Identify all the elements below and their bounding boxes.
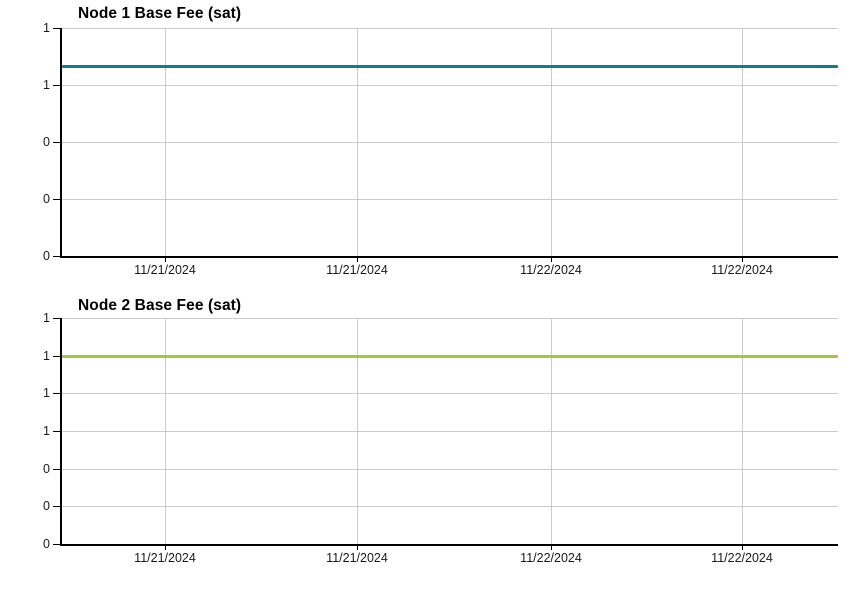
y-tick-label: 1 bbox=[43, 78, 50, 92]
y-axis-tick bbox=[53, 469, 60, 470]
x-tick-label: 11/21/2024 bbox=[134, 551, 196, 565]
y-tick-label: 0 bbox=[43, 462, 50, 476]
y-tick-label: 0 bbox=[43, 135, 50, 149]
plot-area-node2: 1 1 1 1 0 0 0 11/21/2024 11/21/2024 11/22/2024 11/… bbox=[43, 311, 838, 565]
x-tick-label: 11/21/2024 bbox=[134, 263, 196, 277]
gridline-horizontal bbox=[62, 431, 838, 432]
y-axis-tick bbox=[53, 85, 60, 86]
y-tick-label: 0 bbox=[43, 537, 50, 551]
y-tick-label: 0 bbox=[43, 192, 50, 206]
y-axis-tick bbox=[53, 393, 60, 394]
gridline-horizontal bbox=[62, 85, 838, 86]
x-axis-tick bbox=[551, 544, 552, 550]
gridline-horizontal bbox=[62, 469, 838, 470]
x-axis-tick bbox=[165, 544, 166, 550]
y-axis-tick bbox=[53, 356, 60, 357]
y-tick-label: 1 bbox=[43, 386, 50, 400]
x-axis-tick bbox=[357, 256, 358, 262]
x-tick-label: 11/22/2024 bbox=[711, 263, 773, 277]
gridline-vertical bbox=[551, 28, 552, 256]
gridline-vertical bbox=[742, 318, 743, 544]
x-axis-tick bbox=[742, 256, 743, 262]
y-tick-label: 1 bbox=[43, 349, 50, 363]
gridline-horizontal bbox=[62, 199, 838, 200]
y-axis-tick bbox=[53, 431, 60, 432]
y-axis-tick bbox=[53, 256, 60, 257]
gridline-vertical bbox=[357, 318, 358, 544]
gridline-vertical bbox=[165, 318, 166, 544]
y-axis-tick bbox=[53, 506, 60, 507]
x-tick-label: 11/21/2024 bbox=[326, 263, 388, 277]
gridline-vertical bbox=[551, 318, 552, 544]
y-axis-tick bbox=[53, 318, 60, 319]
series-line-node2 bbox=[62, 355, 838, 358]
x-tick-label: 11/22/2024 bbox=[520, 263, 582, 277]
y-axis-tick bbox=[53, 28, 60, 29]
y-tick-label: 1 bbox=[43, 21, 50, 35]
gridline-horizontal bbox=[62, 393, 838, 394]
gridline-horizontal bbox=[62, 142, 838, 143]
chart-title-node1: Node 1 Base Fee (sat) bbox=[78, 5, 242, 22]
x-tick-label: 11/22/2024 bbox=[520, 551, 582, 565]
x-tick-label: 11/22/2024 bbox=[711, 551, 773, 565]
chart-title-node2: Node 2 Base Fee (sat) bbox=[78, 297, 242, 314]
y-axis-tick bbox=[53, 544, 60, 545]
gridline-vertical bbox=[165, 28, 166, 256]
y-tick-label: 1 bbox=[43, 311, 50, 325]
x-tick-label: 11/21/2024 bbox=[326, 551, 388, 565]
gridline-horizontal bbox=[62, 506, 838, 507]
y-tick-label: 0 bbox=[43, 249, 50, 263]
gridline-vertical bbox=[742, 28, 743, 256]
x-axis-tick bbox=[551, 256, 552, 262]
gridline-vertical bbox=[357, 28, 358, 256]
y-axis-tick bbox=[53, 199, 60, 200]
y-tick-label: 0 bbox=[43, 499, 50, 513]
gridline-horizontal bbox=[62, 28, 838, 29]
x-axis-tick bbox=[742, 544, 743, 550]
plot-area-node1: 1 1 0 0 0 11/21/2024 11/21/2024 11/22/2024 11/22… bbox=[43, 21, 838, 277]
series-line-node1 bbox=[62, 65, 838, 68]
y-axis-tick bbox=[53, 142, 60, 143]
gridline-horizontal bbox=[62, 318, 838, 319]
x-axis-tick bbox=[357, 544, 358, 550]
y-tick-label: 1 bbox=[43, 424, 50, 438]
x-axis-tick bbox=[165, 256, 166, 262]
